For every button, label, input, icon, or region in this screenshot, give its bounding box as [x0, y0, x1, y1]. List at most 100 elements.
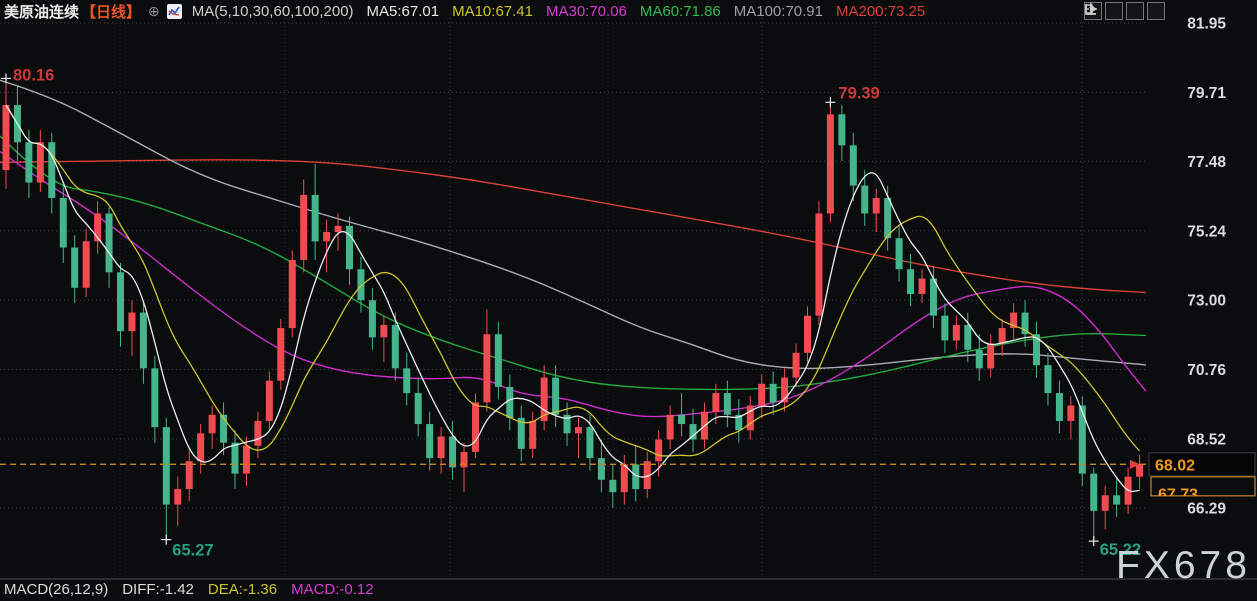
candle[interactable] [723, 380, 731, 428]
candle[interactable] [449, 420, 457, 480]
candle[interactable] [288, 250, 296, 338]
candle[interactable] [414, 377, 422, 437]
candle[interactable] [162, 417, 170, 540]
candle[interactable] [689, 408, 697, 452]
candle[interactable] [231, 430, 239, 490]
candle[interactable] [346, 216, 353, 285]
candle[interactable] [59, 185, 67, 264]
candle[interactable] [254, 411, 262, 459]
candle[interactable] [460, 442, 468, 493]
candle[interactable] [597, 439, 605, 493]
candle[interactable] [907, 253, 915, 307]
candle[interactable] [918, 269, 926, 304]
candle[interactable] [265, 371, 273, 431]
candle[interactable] [1033, 321, 1040, 378]
candle[interactable] [529, 411, 537, 459]
candle[interactable] [826, 102, 834, 223]
candle[interactable] [678, 393, 686, 437]
candle[interactable] [792, 343, 800, 387]
candle[interactable] [1078, 396, 1086, 487]
candle[interactable] [655, 430, 663, 477]
scale-right-icon[interactable] [1085, 2, 1144, 20]
candle[interactable] [952, 315, 960, 350]
candle[interactable] [506, 374, 514, 431]
candle[interactable] [517, 405, 525, 462]
candle[interactable] [1136, 455, 1144, 490]
candle[interactable] [334, 213, 342, 251]
candle[interactable] [540, 365, 548, 431]
candle[interactable] [861, 170, 869, 226]
candle[interactable] [620, 455, 628, 505]
candle[interactable] [357, 256, 365, 313]
candle[interactable] [632, 445, 640, 502]
candle[interactable] [323, 219, 331, 273]
candle[interactable] [471, 393, 479, 459]
candle[interactable] [872, 188, 880, 233]
candle[interactable] [975, 334, 983, 381]
candle[interactable] [941, 303, 949, 353]
candle[interactable] [117, 263, 124, 347]
candle[interactable] [929, 266, 937, 329]
candle[interactable] [1090, 467, 1098, 542]
candlestick-chart-icon[interactable] [166, 3, 182, 19]
candle[interactable] [998, 318, 1006, 356]
candle[interactable] [36, 129, 44, 192]
circle-plus-icon[interactable]: ⊕ [148, 2, 160, 19]
candle[interactable] [769, 371, 777, 415]
candle[interactable] [552, 365, 560, 428]
candle[interactable] [174, 476, 182, 527]
candle[interactable] [666, 405, 674, 449]
candle[interactable] [391, 312, 399, 381]
candle[interactable] [151, 355, 159, 443]
candle[interactable] [838, 105, 846, 161]
candle[interactable] [964, 312, 972, 363]
candle[interactable] [300, 179, 308, 273]
candle[interactable] [1055, 380, 1063, 434]
candle[interactable] [1067, 396, 1075, 440]
candle[interactable] [494, 321, 502, 400]
candle[interactable] [185, 448, 193, 502]
go-to-latest-icon[interactable] [1085, 2, 1165, 20]
candle[interactable] [609, 464, 617, 508]
candle[interactable] [426, 411, 434, 471]
candle[interactable] [380, 315, 388, 363]
candle[interactable] [1113, 476, 1121, 517]
candle[interactable] [781, 368, 789, 412]
pane-divider[interactable] [0, 578, 1257, 580]
candle[interactable] [483, 309, 491, 412]
candle[interactable] [1021, 300, 1029, 347]
candle[interactable] [403, 352, 411, 406]
candle[interactable] [220, 402, 228, 456]
candle[interactable] [895, 225, 903, 282]
candle[interactable] [1044, 352, 1052, 406]
candle[interactable] [48, 132, 56, 214]
candle[interactable] [277, 318, 285, 390]
candle[interactable] [987, 334, 995, 378]
candle[interactable] [437, 427, 445, 474]
candle[interactable] [94, 201, 102, 254]
candle[interactable] [758, 374, 766, 418]
candle[interactable] [643, 451, 651, 499]
candle[interactable] [1010, 303, 1018, 341]
candle[interactable] [71, 235, 79, 304]
candle[interactable] [368, 287, 376, 350]
candle[interactable] [311, 163, 319, 260]
candle[interactable] [105, 207, 113, 288]
candles-layer[interactable] [2, 78, 1144, 542]
candle[interactable] [849, 132, 857, 202]
candle[interactable] [208, 405, 216, 449]
candle[interactable] [1101, 486, 1109, 530]
candle[interactable] [139, 303, 147, 384]
candle[interactable] [575, 417, 582, 459]
candle[interactable] [82, 228, 90, 298]
candle[interactable] [128, 300, 136, 356]
auto-scale-icon[interactable] [1085, 2, 1123, 20]
candle[interactable] [735, 399, 743, 443]
candle[interactable] [242, 436, 250, 487]
candle[interactable] [804, 306, 811, 363]
candle[interactable] [2, 78, 10, 189]
candle[interactable] [746, 396, 754, 440]
candle[interactable] [197, 424, 205, 474]
candle[interactable] [815, 201, 823, 325]
